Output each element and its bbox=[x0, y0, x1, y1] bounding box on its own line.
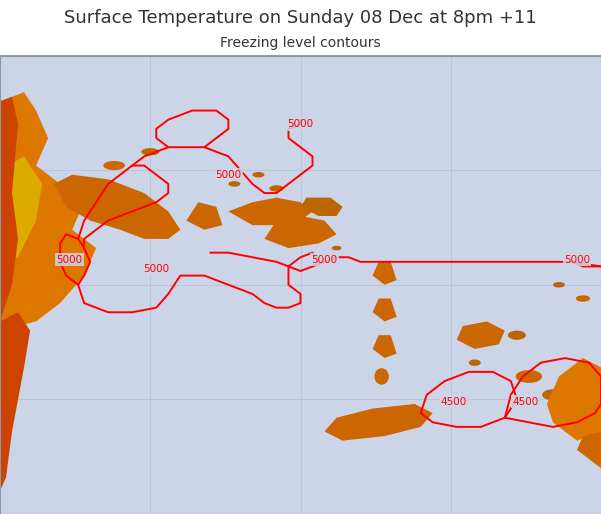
Text: 5000: 5000 bbox=[143, 264, 169, 274]
Text: 5000: 5000 bbox=[311, 254, 338, 265]
Polygon shape bbox=[228, 198, 313, 225]
Ellipse shape bbox=[542, 389, 564, 400]
Polygon shape bbox=[186, 202, 222, 230]
Polygon shape bbox=[373, 262, 397, 285]
Text: 4500: 4500 bbox=[441, 397, 467, 407]
Polygon shape bbox=[325, 404, 433, 440]
Text: 5000: 5000 bbox=[564, 254, 590, 265]
Text: 5000: 5000 bbox=[215, 170, 242, 180]
Polygon shape bbox=[373, 299, 397, 321]
Ellipse shape bbox=[228, 181, 240, 187]
Ellipse shape bbox=[103, 161, 125, 170]
Text: 5000: 5000 bbox=[56, 254, 82, 265]
Text: 4500: 4500 bbox=[513, 397, 539, 407]
Ellipse shape bbox=[553, 282, 565, 287]
Polygon shape bbox=[0, 156, 42, 262]
Text: 5000: 5000 bbox=[287, 119, 314, 130]
Polygon shape bbox=[264, 216, 337, 248]
Polygon shape bbox=[547, 358, 601, 440]
Polygon shape bbox=[577, 431, 601, 468]
Polygon shape bbox=[457, 321, 505, 349]
Polygon shape bbox=[0, 92, 96, 331]
Ellipse shape bbox=[469, 359, 481, 366]
Ellipse shape bbox=[508, 331, 526, 340]
Polygon shape bbox=[300, 198, 343, 216]
Ellipse shape bbox=[269, 185, 284, 192]
Polygon shape bbox=[0, 97, 18, 321]
Text: Freezing level contours: Freezing level contours bbox=[220, 36, 381, 50]
Ellipse shape bbox=[252, 172, 264, 177]
Ellipse shape bbox=[332, 246, 341, 250]
Polygon shape bbox=[54, 175, 180, 239]
Ellipse shape bbox=[374, 368, 389, 384]
Polygon shape bbox=[0, 313, 30, 491]
Ellipse shape bbox=[141, 148, 159, 155]
Polygon shape bbox=[373, 335, 397, 358]
Ellipse shape bbox=[576, 296, 590, 302]
Text: Surface Temperature on Sunday 08 Dec at 8pm +11: Surface Temperature on Sunday 08 Dec at … bbox=[64, 9, 537, 27]
Ellipse shape bbox=[516, 370, 542, 383]
